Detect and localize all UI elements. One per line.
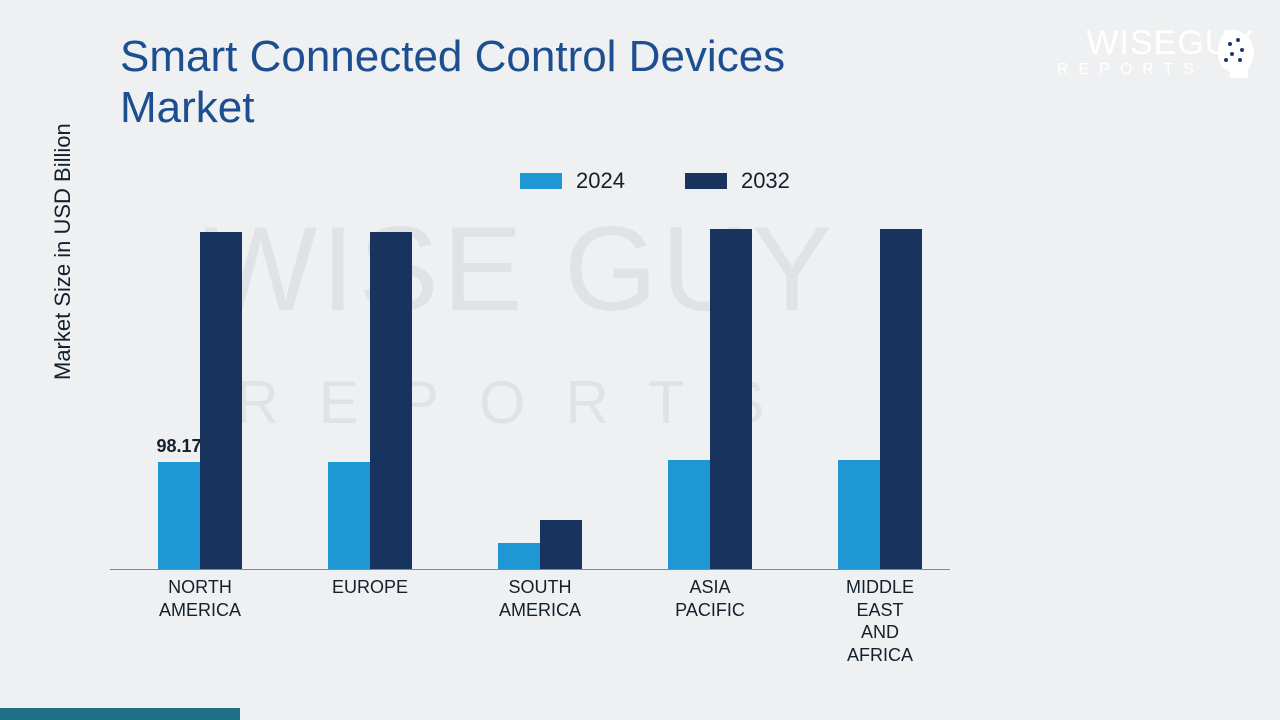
bar-2032 [540,520,582,569]
x-axis-line [110,569,950,570]
chart-title: Smart Connected Control Devices Market [120,32,880,133]
bar-2024 [498,543,540,569]
legend-label-2032: 2032 [741,168,790,194]
bar-2032 [370,232,412,569]
legend: 2024 2032 [520,168,790,194]
y-axis-label: Market Size in USD Billion [50,123,76,380]
bar-value-label: 98.17 [139,436,219,457]
plot-area: 98.17 [110,200,950,570]
accent-bar [0,708,240,720]
legend-swatch-2024 [520,173,562,189]
x-tick-label: MIDDLEEASTANDAFRICA [810,576,950,666]
legend-item-2024: 2024 [520,168,625,194]
x-tick-label: ASIAPACIFIC [640,576,780,621]
bar-2032 [200,232,242,569]
brand-logo: WISEGUY REPORTS [1057,24,1254,79]
legend-item-2032: 2032 [685,168,790,194]
bar-2032 [710,229,752,569]
bar-2024 [668,460,710,569]
legend-swatch-2032 [685,173,727,189]
x-tick-label: SOUTHAMERICA [470,576,610,621]
x-tick-label: NORTHAMERICA [130,576,270,621]
bar-2024 [838,460,880,569]
legend-label-2024: 2024 [576,168,625,194]
bar-2024 [328,462,370,569]
brand-panel [970,0,1280,720]
bar-2024 [158,462,200,569]
x-tick-label: EUROPE [300,576,440,599]
head-icon [1212,28,1258,80]
logo-word-wise: WISE [1086,24,1177,62]
bar-2032 [880,229,922,569]
chart-canvas: WISEGUY REPORTS Smart Connected Control … [0,0,1280,720]
